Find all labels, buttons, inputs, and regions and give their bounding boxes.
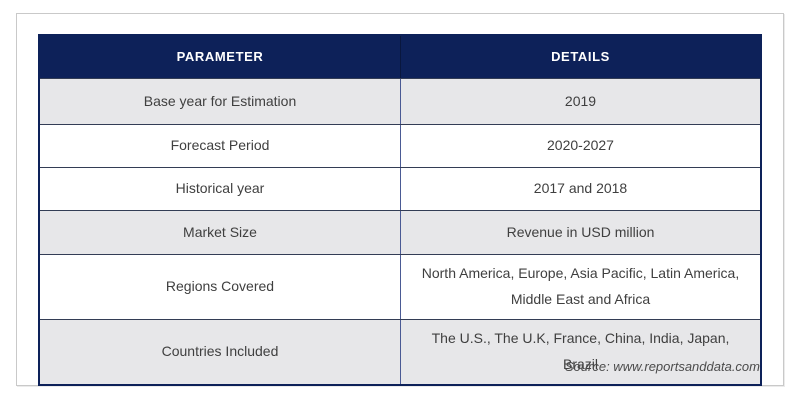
table-row: Base year for Estimation 2019 — [40, 78, 760, 124]
parameter-cell: Market Size — [183, 223, 257, 240]
details-cell: Revenue in USD million — [400, 211, 760, 254]
column-header-parameter: PARAMETER — [176, 48, 264, 64]
table-row: Countries Included The U.S., The U.K, Fr… — [40, 318, 760, 384]
parameter-cell: Countries Included — [161, 342, 279, 359]
details-cell: 2017 and 2018 — [400, 168, 760, 210]
report-scope-card: PARAMETER DETAILS Base year for Estimati… — [16, 13, 784, 386]
details-cell: 2020-2027 — [400, 125, 760, 167]
table-header-row: PARAMETER DETAILS — [40, 36, 760, 78]
details-cell: The U.S., The U.K, France, China, India,… — [400, 319, 760, 384]
details-cell: North America, Europe, Asia Pacific, Lat… — [400, 255, 760, 319]
parameter-cell: Regions Covered — [165, 277, 275, 294]
source-attribution: Source: www.reportsanddata.com — [564, 359, 760, 374]
table-row: Regions Covered North America, Europe, A… — [40, 254, 760, 319]
parameter-cell: Forecast Period — [170, 137, 270, 154]
parameter-cell: Historical year — [175, 180, 265, 197]
details-cell: 2019 — [400, 79, 760, 124]
column-header-details: DETAILS — [400, 36, 760, 78]
parameter-cell: Base year for Estimation — [143, 92, 297, 109]
table-row: Historical year 2017 and 2018 — [40, 167, 760, 210]
table-row: Market Size Revenue in USD million — [40, 210, 760, 254]
report-scope-table: PARAMETER DETAILS Base year for Estimati… — [38, 34, 762, 386]
table-row: Forecast Period 2020-2027 — [40, 124, 760, 167]
